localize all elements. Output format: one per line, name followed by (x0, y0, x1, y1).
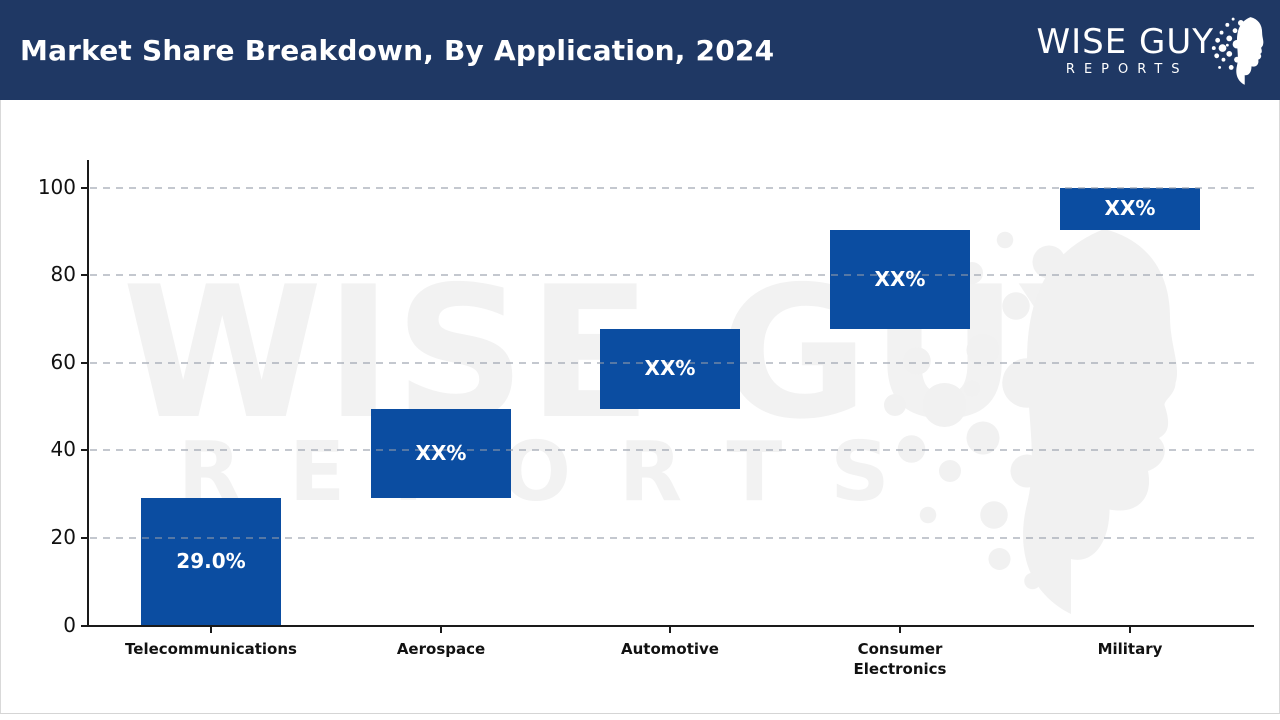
header: Market Share Breakdown, By Application, … (0, 0, 1280, 100)
x-tick-label: Automotive (621, 640, 719, 658)
y-tick-mark (81, 449, 88, 452)
y-tick-label: 20 (50, 524, 76, 549)
footer-divider (0, 713, 1280, 714)
bar (141, 498, 281, 626)
watermark-text-reports: REPORTS (178, 425, 938, 520)
brand-head-icon (1211, 17, 1264, 85)
gridline (90, 274, 1254, 277)
x-tick-mark (669, 627, 671, 633)
page-title: Market Share Breakdown, By Application, … (20, 33, 775, 67)
x-axis (87, 625, 1254, 627)
bar (600, 328, 740, 409)
y-axis (87, 160, 89, 627)
y-tick-mark (81, 361, 88, 364)
y-tick-mark (81, 536, 88, 539)
y-tick-label: 40 (50, 437, 76, 462)
x-tick-label: Military (1097, 640, 1163, 658)
x-tick-mark (899, 627, 901, 633)
bar-value-label: XX% (1104, 195, 1156, 220)
page-border-left (0, 100, 1, 714)
brand-logo-text: WISE GUY REPORTS (1036, 25, 1214, 76)
brand-logo: WISE GUY REPORTS (1036, 10, 1280, 90)
bar-value-label: XX% (644, 355, 696, 380)
gridline (90, 186, 1254, 189)
bar-value-label: XX% (415, 440, 467, 465)
y-tick-mark (81, 186, 88, 189)
bar (371, 408, 511, 499)
bar-value-label: XX% (874, 266, 926, 291)
bar-value-label: 29.0% (176, 548, 246, 573)
x-tick-mark (1129, 627, 1131, 633)
y-tick-mark (81, 274, 88, 277)
x-tick-label: Telecommunications (125, 640, 297, 658)
y-tick-label: 0 (63, 612, 76, 637)
bar (830, 230, 970, 329)
x-tick-mark (210, 627, 212, 633)
gridline (90, 449, 1254, 452)
x-tick-label: Consumer Electronics (853, 640, 947, 678)
y-tick-mark (81, 624, 88, 627)
y-tick-label: 100 (37, 174, 76, 199)
bar (1060, 187, 1200, 231)
gridline (90, 536, 1254, 539)
x-tick-label: Aerospace (396, 640, 486, 658)
brand-name: WISE GUY (1036, 21, 1214, 62)
gridline (90, 361, 1254, 364)
y-tick-label: 80 (50, 262, 76, 287)
x-tick-mark (440, 627, 442, 633)
y-tick-label: 60 (50, 349, 76, 374)
brand-subname: REPORTS (1065, 61, 1189, 77)
